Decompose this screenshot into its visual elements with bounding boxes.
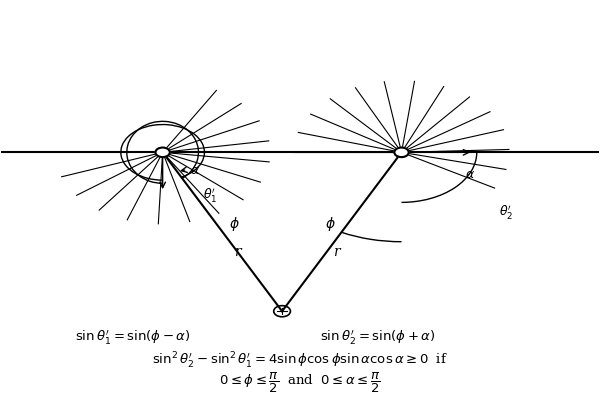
Text: $0\leq\phi\leq\dfrac{\pi}{2}$  and  $0\leq\alpha\leq\dfrac{\pi}{2}$: $0\leq\phi\leq\dfrac{\pi}{2}$ and $0\leq… (219, 371, 381, 395)
Text: $\theta_2'$: $\theta_2'$ (499, 203, 513, 221)
Circle shape (155, 148, 170, 157)
Text: r: r (234, 245, 241, 259)
Circle shape (394, 148, 409, 157)
Circle shape (155, 148, 170, 157)
Text: $\sin\theta_2'=\sin(\phi+\alpha)$: $\sin\theta_2'=\sin(\phi+\alpha)$ (320, 328, 436, 346)
Text: r: r (332, 245, 339, 259)
Text: $\phi$: $\phi$ (229, 215, 239, 233)
Text: $\sin\theta_1'=\sin(\phi-\alpha)$: $\sin\theta_1'=\sin(\phi-\alpha)$ (75, 328, 191, 346)
Text: $\alpha$: $\alpha$ (465, 168, 475, 181)
Text: $\sin^2\theta_2'-\sin^2\theta_1'=4\sin\phi\cos\phi\sin\alpha\cos\alpha\geq 0$  i: $\sin^2\theta_2'-\sin^2\theta_1'=4\sin\p… (152, 351, 448, 371)
Text: $\theta_1'$: $\theta_1'$ (203, 186, 218, 204)
Text: $\alpha$: $\alpha$ (190, 164, 200, 177)
Text: $\phi$: $\phi$ (325, 215, 335, 233)
Circle shape (394, 148, 409, 157)
